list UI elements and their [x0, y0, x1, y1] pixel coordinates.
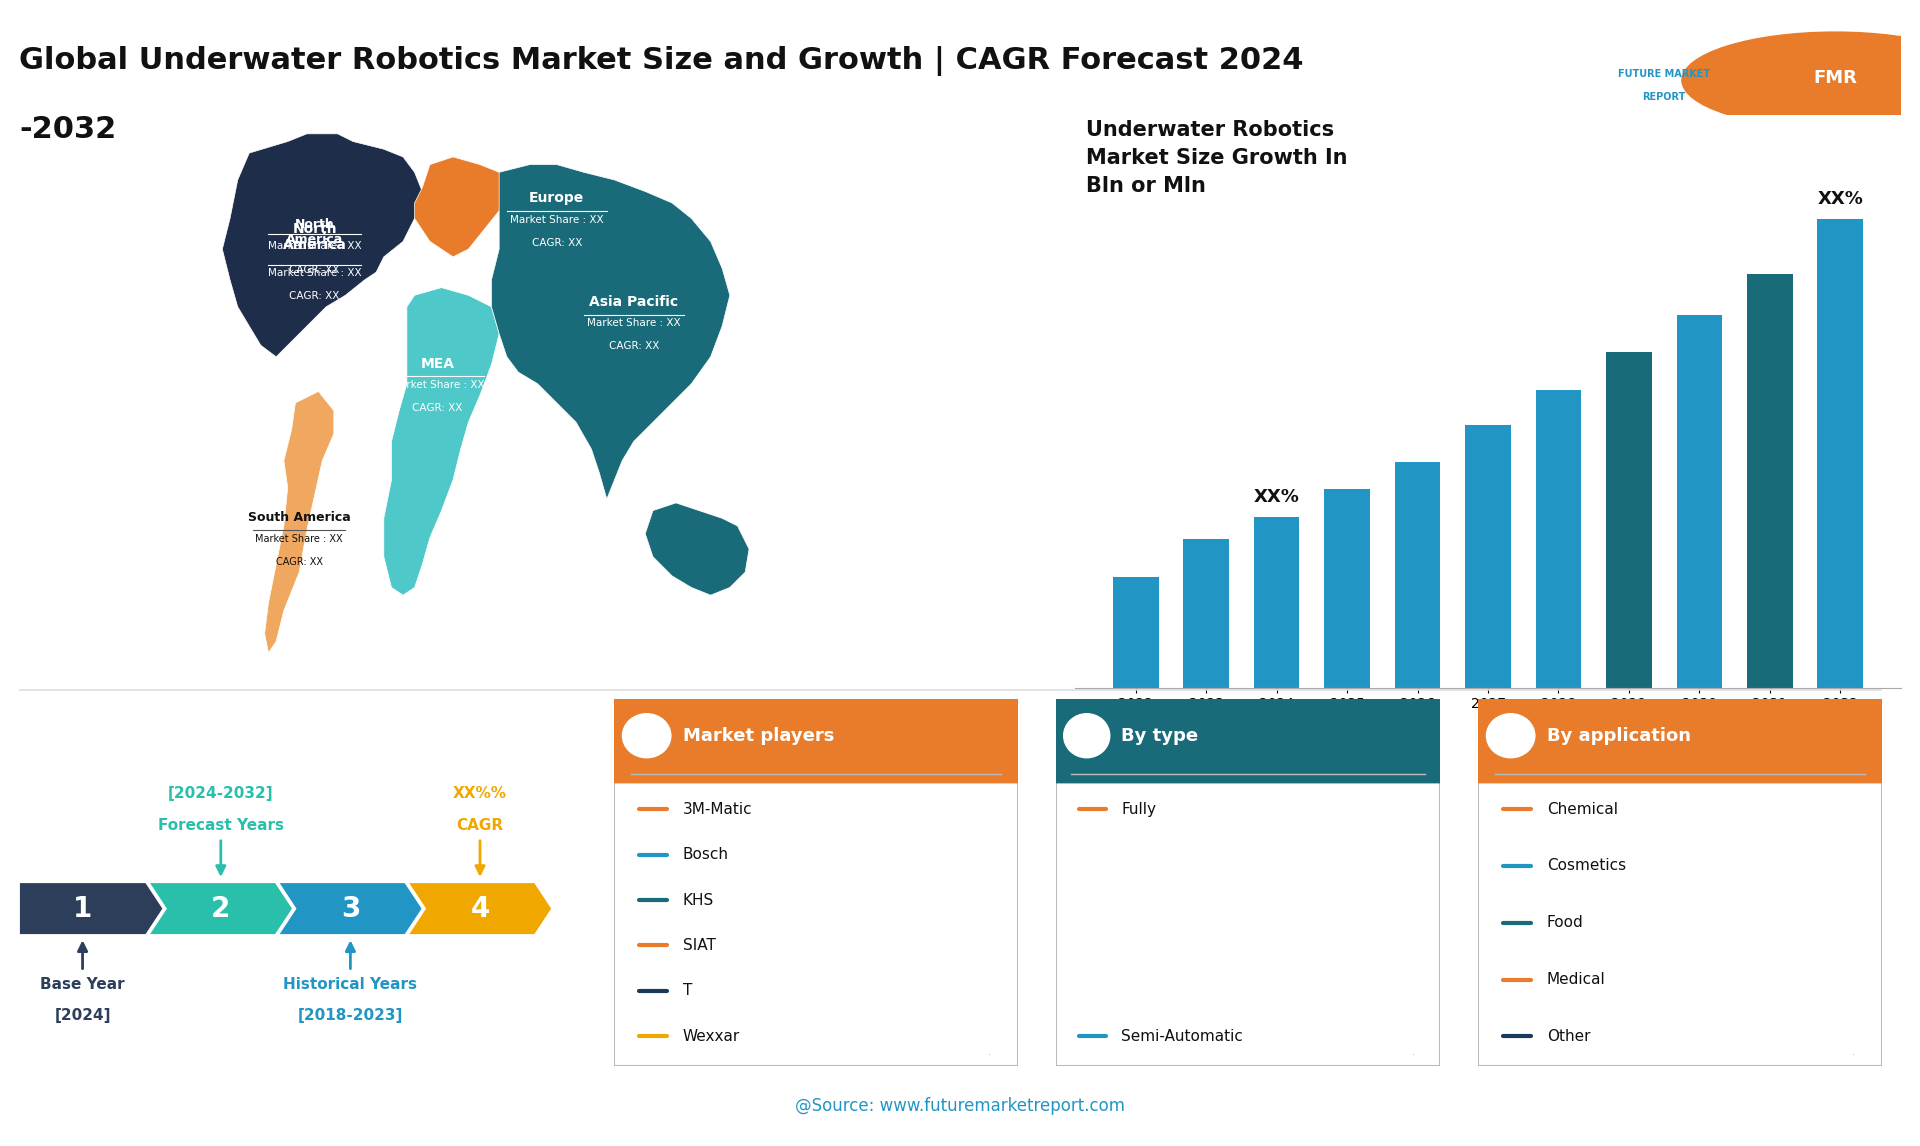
Polygon shape — [223, 134, 422, 356]
Bar — [1818, 219, 1862, 688]
Text: Underwater Robotics
Market Size Growth In
Bln or Mln: Underwater Robotics Market Size Growth I… — [1087, 120, 1348, 196]
Text: CAGR: CAGR — [457, 817, 503, 833]
Text: [2024-2032]: [2024-2032] — [167, 786, 275, 801]
Circle shape — [1064, 714, 1110, 758]
Polygon shape — [384, 288, 499, 595]
Text: Cosmetics: Cosmetics — [1548, 858, 1626, 873]
Bar — [1747, 274, 1793, 688]
Polygon shape — [19, 882, 163, 935]
FancyBboxPatch shape — [603, 688, 1029, 784]
Text: By application: By application — [1548, 727, 1692, 745]
Bar — [1325, 489, 1371, 688]
Polygon shape — [148, 882, 292, 935]
Text: Market Share : XX: Market Share : XX — [588, 319, 680, 329]
Text: Asia Pacific: Asia Pacific — [589, 296, 678, 309]
Text: CAGR: XX: CAGR: XX — [290, 291, 340, 301]
Text: CAGR: XX: CAGR: XX — [290, 265, 340, 275]
Text: Global Underwater Robotics Market Size and Growth | CAGR Forecast 2024: Global Underwater Robotics Market Size a… — [19, 46, 1304, 76]
Text: Bosch: Bosch — [684, 847, 730, 862]
Text: FUTURE MARKET: FUTURE MARKET — [1619, 70, 1709, 79]
Polygon shape — [265, 392, 334, 653]
Bar — [1605, 352, 1651, 688]
Polygon shape — [407, 882, 553, 935]
Text: Other: Other — [1548, 1029, 1590, 1044]
Text: Market Share : XX: Market Share : XX — [511, 214, 603, 225]
Text: CAGR: XX: CAGR: XX — [532, 237, 582, 248]
Polygon shape — [492, 165, 730, 499]
Text: Fully: Fully — [1121, 801, 1156, 817]
Polygon shape — [278, 882, 422, 935]
Text: North
America: North America — [286, 219, 344, 246]
Text: 2: 2 — [211, 895, 230, 923]
Text: Market Share : XX: Market Share : XX — [267, 268, 361, 278]
Text: [2018-2023]: [2018-2023] — [298, 1008, 403, 1023]
Text: 4: 4 — [470, 895, 490, 923]
Text: South America: South America — [248, 511, 351, 524]
Text: FMR: FMR — [1812, 69, 1857, 87]
Text: T: T — [684, 983, 693, 998]
Text: Medical: Medical — [1548, 972, 1605, 987]
Text: XX%: XX% — [1254, 488, 1300, 505]
Text: Wexxar: Wexxar — [684, 1029, 741, 1044]
Text: SIAT: SIAT — [684, 937, 716, 953]
FancyBboxPatch shape — [614, 772, 1018, 1066]
Bar — [1465, 425, 1511, 688]
Circle shape — [1682, 32, 1920, 128]
Text: Food: Food — [1548, 916, 1584, 931]
FancyBboxPatch shape — [1467, 688, 1893, 784]
Bar — [1536, 390, 1582, 688]
Bar — [1254, 517, 1300, 688]
Text: -2032: -2032 — [19, 115, 117, 143]
Text: KHS: KHS — [684, 893, 714, 908]
Text: REPORT: REPORT — [1642, 93, 1686, 102]
Text: Historical Years: Historical Years — [284, 976, 417, 991]
FancyBboxPatch shape — [1044, 688, 1452, 784]
Bar — [1183, 539, 1229, 688]
Circle shape — [622, 714, 670, 758]
Bar — [1676, 315, 1722, 688]
Text: XX%: XX% — [1818, 190, 1862, 209]
Text: Semi-Automatic: Semi-Automatic — [1121, 1029, 1242, 1044]
Text: XX%%: XX%% — [453, 786, 507, 801]
Text: CAGR: XX: CAGR: XX — [413, 403, 463, 413]
Text: Market Share : XX: Market Share : XX — [392, 379, 484, 390]
Circle shape — [1486, 714, 1534, 758]
Text: CAGR: XX: CAGR: XX — [276, 557, 323, 567]
Text: North
America: North America — [282, 222, 346, 252]
Text: @Source: www.futuremarketreport.com: @Source: www.futuremarketreport.com — [795, 1097, 1125, 1115]
Bar — [1394, 462, 1440, 688]
Polygon shape — [415, 157, 507, 257]
Text: Market players: Market players — [684, 727, 835, 745]
Text: Chemical: Chemical — [1548, 801, 1619, 817]
Text: By type: By type — [1121, 727, 1198, 745]
Text: MEA: MEA — [420, 356, 455, 371]
FancyBboxPatch shape — [1478, 772, 1882, 1066]
Text: 1: 1 — [73, 895, 92, 923]
Text: 3M-Matic: 3M-Matic — [684, 801, 753, 817]
Text: Europe: Europe — [530, 191, 584, 205]
Text: Base Year: Base Year — [40, 976, 125, 991]
Text: [2024]: [2024] — [54, 1008, 111, 1023]
FancyBboxPatch shape — [1056, 772, 1440, 1066]
Text: Market Share : XX: Market Share : XX — [255, 534, 344, 543]
Text: Market Share : XX: Market Share : XX — [267, 242, 361, 251]
Text: Forecast Years: Forecast Years — [157, 817, 284, 833]
Polygon shape — [645, 503, 749, 595]
Bar — [1114, 578, 1158, 688]
Text: CAGR: XX: CAGR: XX — [609, 342, 659, 352]
Text: 3: 3 — [340, 895, 361, 923]
